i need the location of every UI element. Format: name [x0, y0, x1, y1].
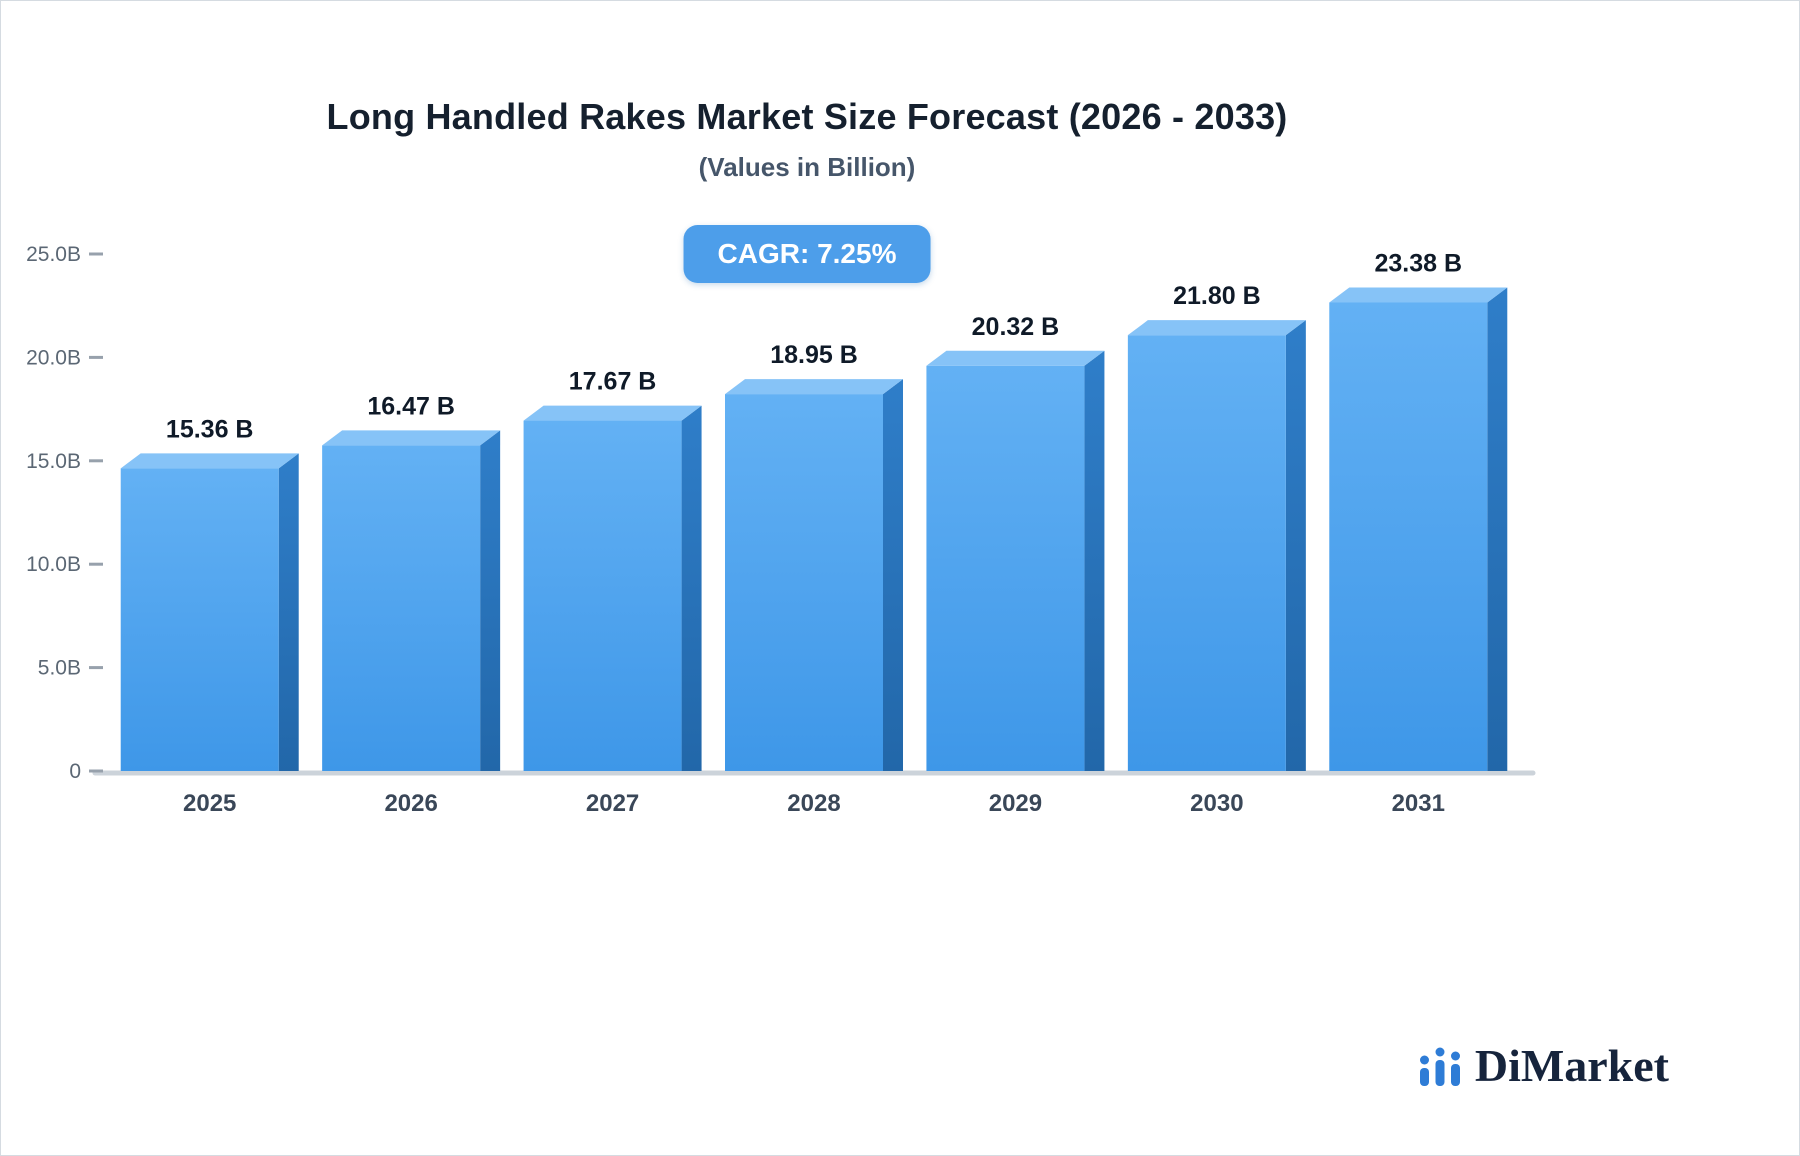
bar-chart-logo-icon	[1419, 1047, 1460, 1086]
bar-2031	[1329, 287, 1508, 771]
bar-front-face	[725, 394, 883, 771]
bar-2029	[926, 350, 1105, 771]
bar-value-label: 21.80 B	[1173, 282, 1261, 310]
chart-header: Long Handled Rakes Market Size Forecast …	[1, 1, 1613, 183]
bar-top-face	[523, 405, 702, 421]
bar-front-face	[926, 365, 1085, 771]
bar-front-face	[322, 445, 481, 771]
x-axis-label: 2030	[1190, 790, 1243, 817]
bar-value-label: 23.38 B	[1375, 250, 1463, 278]
x-axis-label: 2031	[1392, 790, 1445, 817]
bar-value-label: 15.36 B	[166, 415, 254, 443]
x-axis-label: 2029	[989, 790, 1042, 817]
bar-side-face	[1285, 320, 1306, 771]
bar-value-label: 20.32 B	[972, 313, 1060, 341]
bar-top-face	[725, 379, 903, 395]
bar-front-face	[1329, 302, 1488, 771]
bar-top-face	[926, 350, 1105, 366]
chart-title: Long Handled Rakes Market Size Forecast …	[326, 96, 1288, 137]
bar-2030	[1127, 320, 1306, 771]
bar-side-face	[480, 430, 501, 771]
bar-value-label: 18.95 B	[770, 341, 858, 369]
bar-side-face	[681, 405, 702, 771]
x-axis-label: 2027	[586, 790, 639, 817]
bar-front-face	[523, 420, 682, 771]
bar-side-face	[883, 379, 903, 771]
y-axis-label: 0	[69, 760, 81, 783]
x-axis-label: 2025	[183, 790, 236, 817]
bar-2028	[725, 379, 903, 771]
bar-top-face	[1127, 320, 1306, 336]
bar-2027	[523, 405, 702, 771]
bar-top-face	[1329, 287, 1508, 303]
bar-value-label: 16.47 B	[367, 392, 455, 420]
bar-side-face	[1487, 287, 1508, 771]
brand-logo: DiMarket	[1417, 1043, 1669, 1089]
y-axis-label: 25.0B	[26, 243, 81, 266]
y-axis-label: 20.0B	[26, 346, 81, 369]
bar-value-label: 17.67 B	[569, 368, 657, 396]
bar-2026	[322, 430, 501, 771]
y-axis-label: 5.0B	[38, 657, 81, 680]
x-axis-label: 2026	[384, 790, 437, 817]
y-axis-label: 15.0B	[26, 450, 81, 473]
bar-side-face	[1084, 350, 1105, 771]
bar-top-face	[120, 453, 299, 469]
brand-name: DiMarket	[1474, 1040, 1669, 1091]
bar-front-face	[1127, 335, 1286, 771]
y-axis-label: 10.0B	[26, 553, 81, 576]
bar-front-face	[120, 468, 279, 771]
bar-2025	[120, 453, 299, 771]
bar-side-face	[278, 453, 299, 771]
chart-subtitle: (Values in Billion)	[698, 152, 916, 182]
bar-top-face	[322, 430, 501, 446]
x-axis-label: 2028	[787, 790, 840, 817]
cagr-badge: CAGR: 7.25%	[683, 225, 931, 283]
